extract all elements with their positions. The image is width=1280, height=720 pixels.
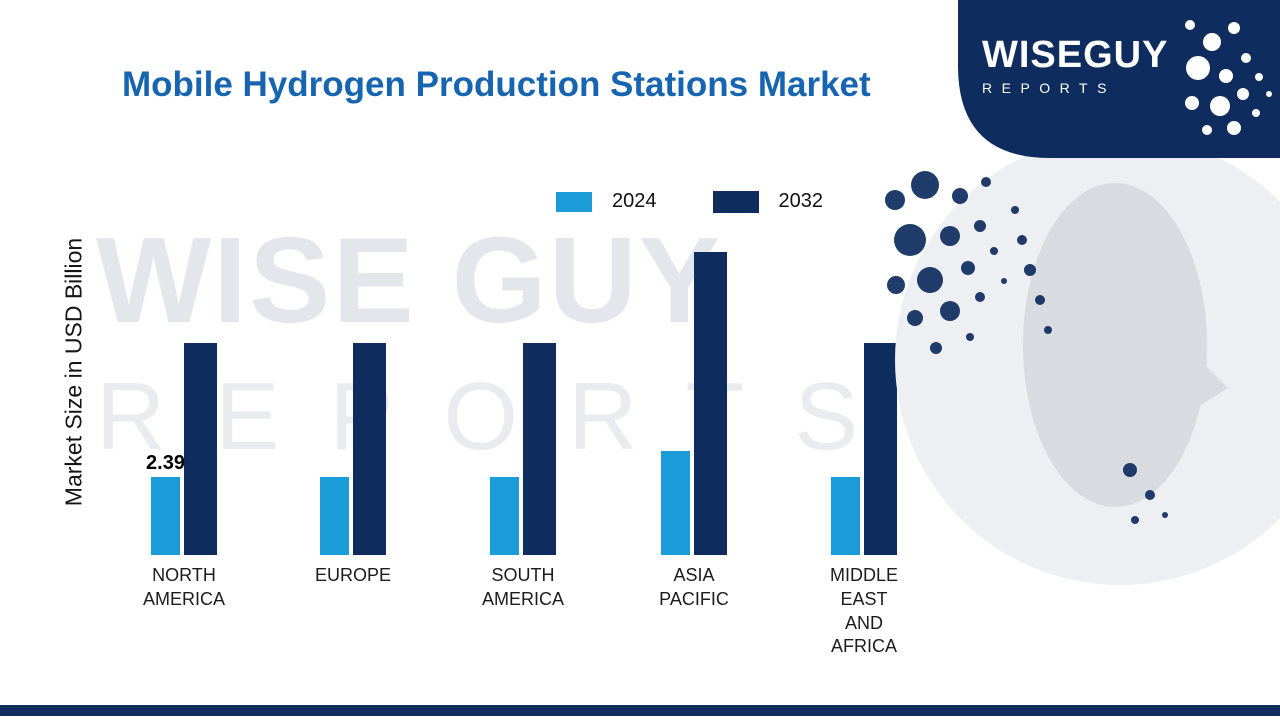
legend-swatch-2032 [712,190,759,213]
brand-logo-subtext: REPORTS [982,80,1116,96]
bar-2032-1 [353,343,386,555]
bar-group-4 [831,343,897,555]
bar-2032-2 [523,343,556,555]
category-label-3: ASIA PACIFIC [659,565,729,609]
bar-2024-3 [661,451,690,555]
bar-2024-4 [831,477,860,555]
category-label-0: NORTH AMERICA [142,565,225,609]
legend-label-2024: 2024 [612,190,657,212]
bar-2032-4 [864,343,897,555]
brand-logo: WISEGUY REPORTS [982,34,1168,96]
chart-legend: 2024 2032 [556,190,823,213]
bar-2024-1 [320,477,349,555]
bar-group-2 [490,343,556,555]
legend-swatch-2024 [556,191,592,212]
watermark-reports-text: REPORTS [96,363,909,470]
bar-2032-0 [184,343,217,555]
category-label-1: EUROPE [314,565,392,585]
bar-group-3 [661,252,727,555]
legend-item-2024: 2024 [556,190,657,213]
page-title: Mobile Hydrogen Production Stations Mark… [122,65,871,105]
legend-item-2032: 2032 [712,190,824,213]
brand-logo-wordmark: WISEGUY [982,34,1169,76]
data-label-0: 2.39 [146,452,185,475]
bar-2024-2 [490,477,519,555]
footer-bar [0,705,1280,716]
category-label-2: SOUTH AMERICA [481,565,564,609]
watermark-brand-text: WISE GUY [96,212,723,348]
category-label-4: MIDDLE EAST AND AFRICA [829,565,898,657]
bar-2024-0 [151,477,180,555]
legend-label-2032: 2032 [778,190,824,212]
bar-2032-3 [694,252,727,555]
bar-group-0 [151,343,217,555]
bar-group-1 [320,343,386,555]
